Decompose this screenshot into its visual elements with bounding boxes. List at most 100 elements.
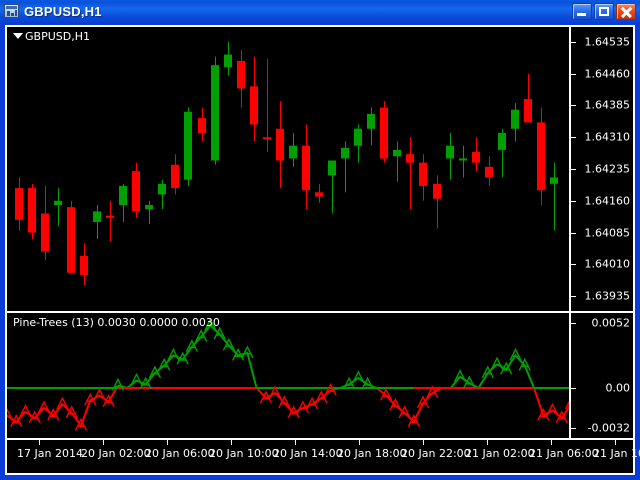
pine-tree-marker xyxy=(361,376,374,390)
candlestick xyxy=(511,103,519,142)
indicator-y-tick xyxy=(571,388,576,389)
window-titlebar: GBPUSD,H1 xyxy=(0,0,640,22)
time-axis-label: 20 Jan 10:00 xyxy=(209,447,279,460)
pine-tree-marker xyxy=(416,395,430,409)
time-axis: 17 Jan 2014 20 Jan 02:00 20 Jan 06:00 20 Ja… xyxy=(7,440,640,473)
pine-tree-marker xyxy=(111,377,125,391)
maximize-button[interactable] xyxy=(594,3,614,20)
pine-tree-marker xyxy=(305,396,319,410)
candlestick xyxy=(250,56,258,142)
pane-divider-1 xyxy=(7,311,633,313)
pine-tree-marker xyxy=(426,385,439,399)
pine-tree-marker xyxy=(315,390,328,404)
chart-app-icon xyxy=(4,4,19,18)
time-axis-tick xyxy=(167,440,168,445)
candlestick xyxy=(524,73,532,123)
indicator-y-label: 0.00 xyxy=(605,381,631,395)
candlestick xyxy=(184,107,192,186)
price-y-label: 1.64460 xyxy=(584,67,631,81)
candlestick xyxy=(119,183,127,222)
indicator-pane[interactable]: Pine-Trees (13) 0.0030 0.0000 0.0030 0.0… xyxy=(7,313,633,438)
candlestick xyxy=(237,50,245,108)
pine-tree-marker xyxy=(453,369,467,383)
candlestick xyxy=(459,145,467,178)
pine-tree-marker xyxy=(167,347,180,361)
pine-tree-marker xyxy=(139,376,152,390)
candlestick xyxy=(93,205,101,239)
pine-tree-marker xyxy=(389,397,402,411)
time-axis-label: 21 Jan 02:00 xyxy=(465,447,535,460)
pine-tree-marker xyxy=(287,405,300,419)
pine-tree-marker xyxy=(10,414,23,428)
pine-tree-marker xyxy=(47,407,60,421)
candlestick xyxy=(132,162,140,218)
candlestick xyxy=(28,183,36,239)
price-y-tick xyxy=(571,73,576,75)
pine-trees-segment xyxy=(533,387,571,420)
candlestick xyxy=(393,141,401,182)
pine-tree-marker xyxy=(555,410,568,424)
pine-tree-marker xyxy=(269,385,282,399)
time-axis-tick xyxy=(39,440,40,445)
price-y-label: 1.63935 xyxy=(584,289,631,303)
chart-container[interactable]: GBPUSD,H1 1.64535 1.64460 1.64385 1.64310 1.… xyxy=(7,27,640,473)
pine-tree-marker xyxy=(537,407,550,421)
candlestick xyxy=(224,41,232,76)
pine-tree-marker xyxy=(37,400,51,414)
time-axis-label: 17 Jan 2014 xyxy=(17,447,83,460)
indicator-pane-label: Pine-Trees (13) 0.0030 0.0000 0.0030 xyxy=(13,316,220,329)
candlestick xyxy=(354,124,362,163)
time-axis-tick xyxy=(295,440,296,445)
time-axis-label: 20 Jan 14:00 xyxy=(273,447,343,460)
price-y-tick xyxy=(571,264,576,266)
price-y-tick xyxy=(571,105,576,107)
time-axis-tick xyxy=(487,440,488,445)
time-axis-tick xyxy=(359,440,360,445)
pine-tree-marker xyxy=(518,357,531,371)
price-y-tick xyxy=(571,41,576,43)
pine-tree-marker xyxy=(93,387,106,401)
time-axis-label: 20 Jan 02:00 xyxy=(81,447,151,460)
price-pane[interactable]: GBPUSD,H1 1.64535 1.64460 1.64385 1.64310 1.… xyxy=(7,27,633,311)
price-y-tick xyxy=(571,232,576,234)
time-axis-tick xyxy=(103,440,104,445)
minimize-button[interactable] xyxy=(572,3,592,20)
candlestick xyxy=(419,154,427,201)
time-axis-tick xyxy=(615,440,616,445)
indicator-y-tick xyxy=(571,323,576,324)
candlestick xyxy=(276,101,284,189)
candlestick xyxy=(472,137,480,172)
pine-tree-marker xyxy=(74,417,88,431)
indicator-y-label: 0.0052 xyxy=(591,316,631,330)
chevron-down-icon[interactable] xyxy=(13,33,23,39)
price-y-tick xyxy=(571,169,576,170)
time-axis-label: 20 Jan 18:00 xyxy=(337,447,407,460)
indicator-axis-line xyxy=(569,313,571,438)
candlestick xyxy=(15,177,23,231)
pine-tree-marker xyxy=(195,329,208,343)
pine-tree-marker xyxy=(481,365,494,379)
pine-tree-marker xyxy=(490,356,504,370)
candlestick xyxy=(198,107,206,142)
pine-tree-marker xyxy=(176,351,189,365)
pane-divider-2 xyxy=(7,438,633,440)
candlestick xyxy=(406,137,414,210)
pine-tree-marker xyxy=(379,387,393,401)
price-y-tick xyxy=(571,137,576,139)
pine-tree-marker xyxy=(158,357,171,371)
candlestick xyxy=(328,160,336,214)
time-axis-label: 21 Jan 10:00 xyxy=(593,447,640,460)
price-y-axis: 1.64535 1.64460 1.64385 1.64310 1.64235 1.641… xyxy=(571,27,633,311)
candlestick-plot xyxy=(15,41,558,286)
time-axis-label: 20 Jan 22:00 xyxy=(401,447,471,460)
price-y-label: 1.64235 xyxy=(584,162,631,176)
candlestick xyxy=(106,200,114,242)
close-button[interactable] xyxy=(616,3,636,20)
indicator-y-label: -0.0032 xyxy=(587,421,630,435)
pine-tree-marker xyxy=(130,372,143,386)
candlestick xyxy=(550,162,558,231)
pine-tree-marker xyxy=(7,407,14,421)
pine-tree-marker xyxy=(278,395,291,409)
candlestick xyxy=(145,200,153,225)
